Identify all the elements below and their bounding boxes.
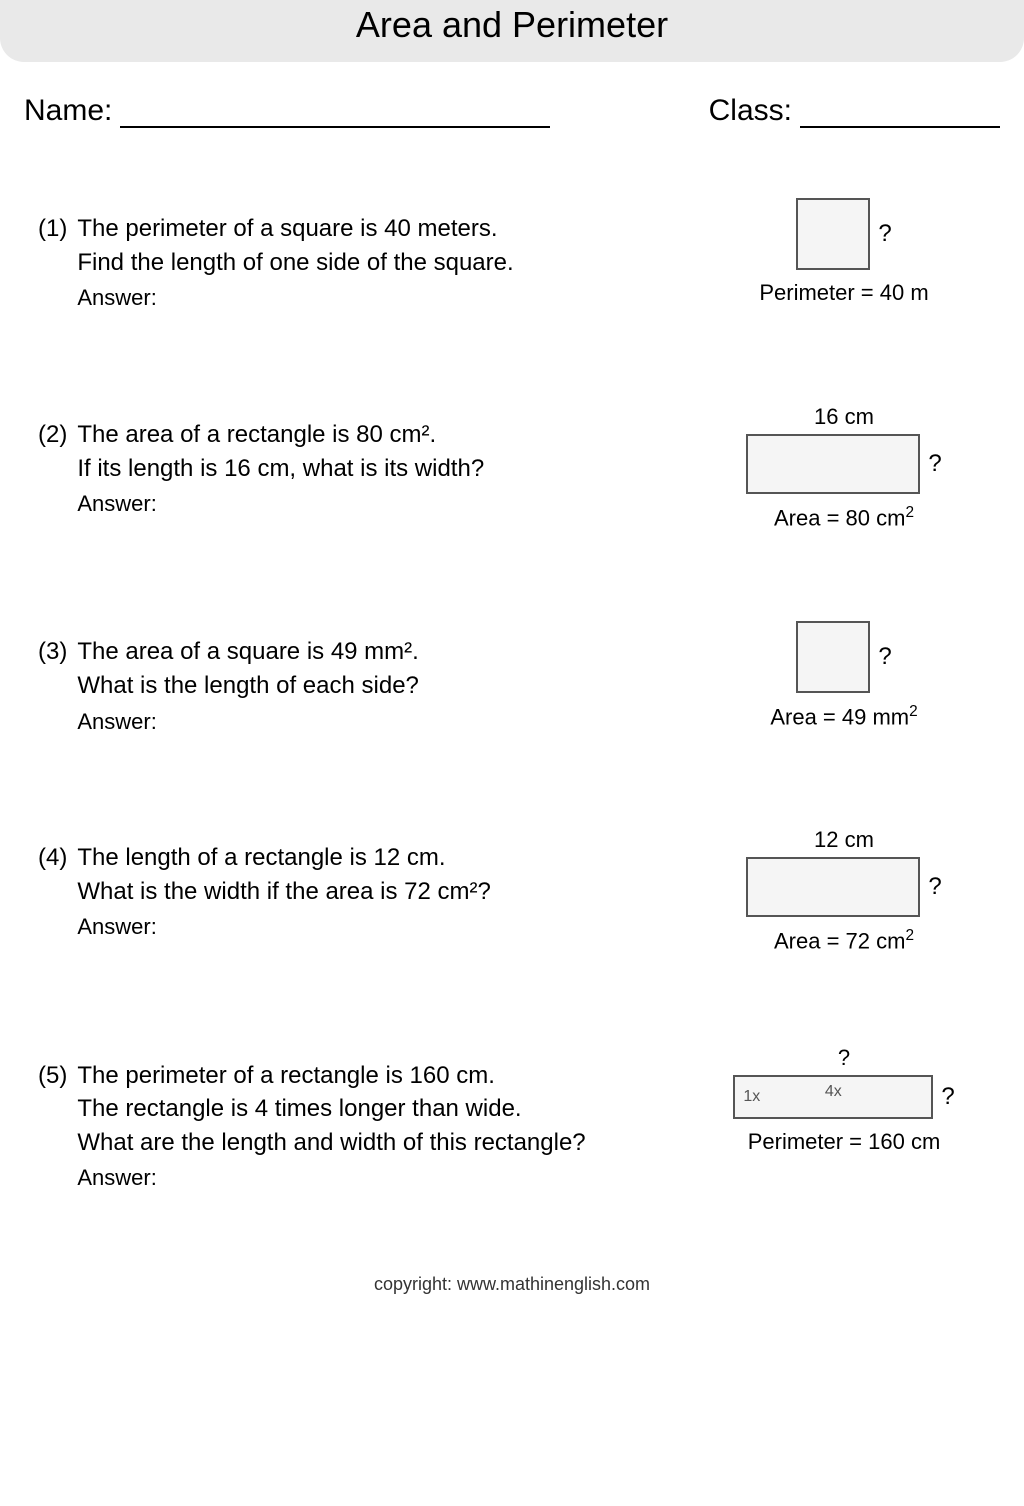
problem-diagram: ? Area = 49 mm2 — [684, 621, 1004, 730]
diagram-under-sup: 2 — [909, 703, 918, 720]
square-shape — [796, 198, 870, 270]
problem-row: (5) The perimeter of a rectangle is 160 c… — [38, 1045, 1004, 1195]
problem-text-line: The area of a rectangle is 80 cm². — [77, 418, 484, 452]
problem-left: (3) The area of a square is 49 mm².What i… — [38, 621, 419, 737]
rect-inner-center-label: 4x — [825, 1083, 842, 1101]
problem-row: (2) The area of a rectangle is 80 cm².If … — [38, 404, 1004, 531]
answer-label: Answer: — [77, 1163, 585, 1194]
problem-left: (4) The length of a rectangle is 12 cm.Wh… — [38, 827, 491, 943]
diagram-under-label: Perimeter = 160 cm — [748, 1129, 941, 1155]
diagram-side-mark: ? — [928, 873, 941, 901]
rectangle-thin-shape: 1x 4x — [733, 1075, 933, 1119]
problem-number: (3) — [38, 635, 67, 669]
diagram-shape-row: ? — [746, 434, 941, 494]
problem-diagram: ?1x4x?Perimeter = 160 cm — [684, 1045, 1004, 1155]
class-blank-line[interactable] — [800, 92, 1000, 128]
problem-row: (3) The area of a square is 49 mm².What i… — [38, 621, 1004, 737]
problem-text-line: What are the length and width of this re… — [77, 1126, 585, 1160]
problem-text-line: What is the width if the area is 72 cm²? — [77, 875, 491, 909]
diagram-side-mark: ? — [878, 643, 891, 671]
problem-diagram: 12 cm? Area = 72 cm2 — [684, 827, 1004, 954]
diagram-side-mark: ? — [928, 450, 941, 478]
diagram-top-label: ? — [838, 1045, 850, 1071]
diagram-under-label: Area = 80 cm2 — [774, 504, 914, 531]
name-field: Name: — [24, 92, 550, 128]
problem-text-line: The perimeter of a rectangle is 160 cm. — [77, 1059, 585, 1093]
diagram-side-mark: ? — [941, 1083, 954, 1111]
problem-number: (5) — [38, 1059, 67, 1093]
problems-container: (1) The perimeter of a square is 40 meter… — [0, 138, 1024, 1194]
problem-text-line: The area of a square is 49 mm². — [77, 635, 419, 669]
diagram-under-label: Area = 49 mm2 — [770, 703, 917, 730]
title-band: Area and Perimeter — [0, 0, 1024, 62]
diagram-shape-row: 1x 4x? — [733, 1075, 954, 1119]
problem-text-wrap: The perimeter of a square is 40 meters.F… — [77, 212, 513, 314]
problem-text-wrap: The area of a rectangle is 80 cm².If its… — [77, 418, 484, 520]
answer-label: Answer: — [77, 283, 513, 314]
worksheet-page: Area and Perimeter Name: Class: (1) The p… — [0, 0, 1024, 1506]
name-class-row: Name: Class: — [0, 62, 1024, 138]
problem-left: (2) The area of a rectangle is 80 cm².If … — [38, 404, 484, 520]
rectangle-shape — [746, 857, 920, 917]
problem-text-line: Find the length of one side of the squar… — [77, 246, 513, 280]
diagram-under-sup: 2 — [905, 927, 914, 944]
problem-number: (2) — [38, 418, 67, 452]
problem-text-wrap: The area of a square is 49 mm².What is t… — [77, 635, 419, 737]
problem-diagram: 16 cm? Area = 80 cm2 — [684, 404, 1004, 531]
problem-text-wrap: The length of a rectangle is 12 cm.What … — [77, 841, 491, 943]
copyright-line: copyright: www.mathinenglish.com — [0, 1234, 1024, 1315]
diagram-side-mark: ? — [878, 220, 891, 248]
diagram-shape-row: ? — [796, 198, 891, 270]
problem-text-line: The length of a rectangle is 12 cm. — [77, 841, 491, 875]
name-blank-line[interactable] — [120, 92, 550, 128]
diagram-shape-row: ? — [796, 621, 891, 693]
problem-text-line: The perimeter of a square is 40 meters. — [77, 212, 513, 246]
diagram-shape-row: ? — [746, 857, 941, 917]
diagram-top-label: 16 cm — [814, 404, 874, 430]
answer-label: Answer: — [77, 912, 491, 943]
problem-diagram: ? Perimeter = 40 m — [684, 198, 1004, 306]
diagram-under-label: Area = 72 cm2 — [774, 927, 914, 954]
page-title: Area and Perimeter — [0, 0, 1024, 52]
problem-number: (1) — [38, 212, 67, 246]
problem-text-line: The rectangle is 4 times longer than wid… — [77, 1092, 585, 1126]
problem-text-wrap: The perimeter of a rectangle is 160 cm.T… — [77, 1059, 585, 1195]
diagram-under-sup: 2 — [905, 504, 914, 521]
answer-label: Answer: — [77, 489, 484, 520]
problem-text-line: What is the length of each side? — [77, 669, 419, 703]
problem-left: (5) The perimeter of a rectangle is 160 c… — [38, 1045, 586, 1195]
answer-label: Answer: — [77, 707, 419, 738]
problem-row: (4) The length of a rectangle is 12 cm.Wh… — [38, 827, 1004, 954]
square-shape — [796, 621, 870, 693]
problem-text-line: If its length is 16 cm, what is its widt… — [77, 452, 484, 486]
rect-inner-left-label: 1x — [743, 1088, 760, 1106]
class-label: Class: — [709, 94, 792, 128]
name-label: Name: — [24, 94, 112, 128]
rectangle-shape — [746, 434, 920, 494]
diagram-top-label: 12 cm — [814, 827, 874, 853]
problem-number: (4) — [38, 841, 67, 875]
problem-row: (1) The perimeter of a square is 40 meter… — [38, 198, 1004, 314]
class-field: Class: — [709, 92, 1000, 128]
diagram-under-label: Perimeter = 40 m — [759, 280, 928, 306]
problem-left: (1) The perimeter of a square is 40 meter… — [38, 198, 514, 314]
